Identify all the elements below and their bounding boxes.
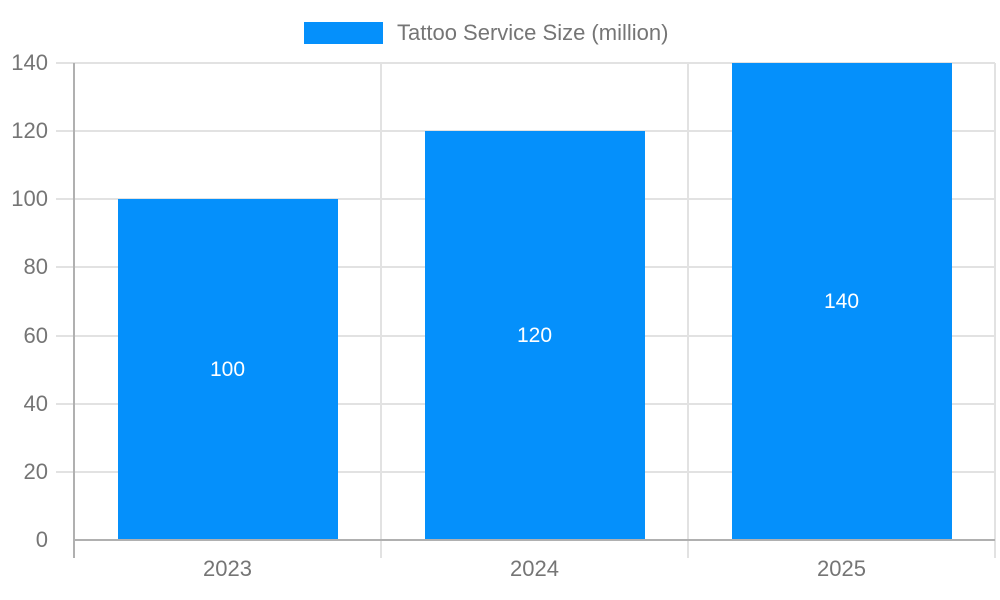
bar-value-label: 100 [209, 357, 246, 381]
bar-value-label: 140 [823, 289, 860, 313]
y-axis-label: 80 [23, 254, 48, 280]
bar-value-label: 120 [516, 323, 553, 347]
y-axis-label: 20 [23, 458, 48, 484]
bar [731, 63, 952, 540]
x-gridline [687, 63, 689, 558]
bar [117, 199, 338, 540]
x-axis-line [73, 539, 995, 541]
x-gridline [380, 63, 382, 558]
y-axis-label: 140 [11, 50, 48, 75]
y-axis-label: 120 [11, 118, 48, 144]
y-axis-label: 40 [23, 390, 48, 416]
x-axis-label: 2025 [817, 556, 866, 581]
x-axis-label: 2024 [510, 556, 559, 581]
y-gridline [56, 62, 995, 64]
y-axis-label: 100 [11, 186, 48, 212]
x-gridline [994, 63, 996, 558]
bar [424, 131, 645, 540]
legend-swatch [304, 21, 383, 44]
y-axis-label: 60 [23, 322, 48, 348]
x-axis-label: 2023 [203, 556, 252, 581]
chart-legend: Tattoo Service Size (million) [304, 21, 668, 44]
legend-label: Tattoo Service Size (million) [397, 20, 669, 45]
y-axis-label: 0 [35, 527, 48, 552]
y-axis-line [73, 63, 75, 558]
